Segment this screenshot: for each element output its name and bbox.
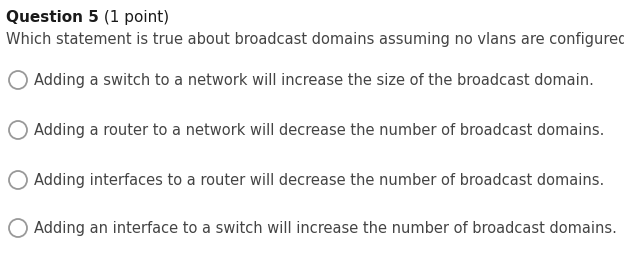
Text: Adding an interface to a switch will increase the number of broadcast domains.: Adding an interface to a switch will inc… [34,221,617,236]
Ellipse shape [9,219,27,237]
Text: Adding a switch to a network will increase the size of the broadcast domain.: Adding a switch to a network will increa… [34,73,594,88]
Ellipse shape [9,71,27,89]
Ellipse shape [9,121,27,139]
Text: (1 point): (1 point) [99,10,169,25]
Ellipse shape [9,171,27,189]
Text: Which statement is true about broadcast domains assuming no vlans are configured: Which statement is true about broadcast … [6,32,624,47]
Text: Question 5: Question 5 [6,10,99,25]
Text: Adding interfaces to a router will decrease the number of broadcast domains.: Adding interfaces to a router will decre… [34,173,604,188]
Text: Adding a router to a network will decrease the number of broadcast domains.: Adding a router to a network will decrea… [34,123,605,138]
